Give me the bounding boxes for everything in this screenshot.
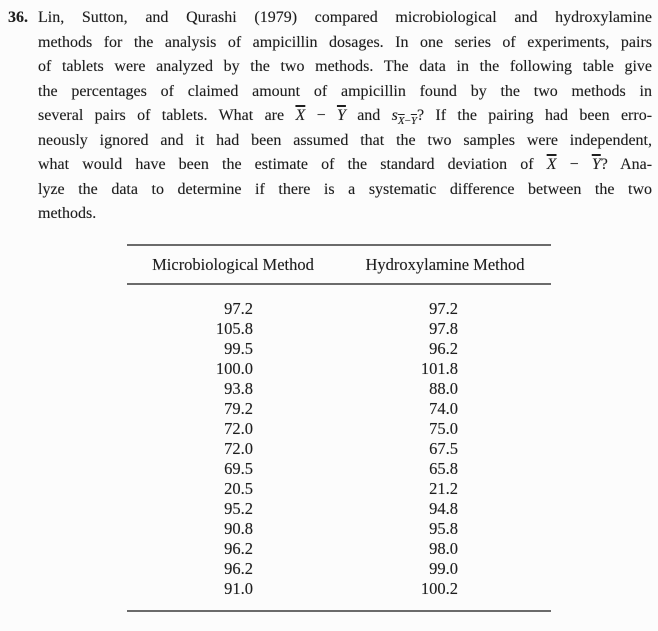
table-cell: 93.8	[224, 379, 253, 398]
table-cell: 21.2	[429, 479, 458, 498]
table-row: 69.5 65.8	[127, 459, 551, 479]
table-row: 91.0 100.2	[127, 579, 551, 611]
problem-text-line-8: lyze the data to determine if there is a…	[38, 180, 652, 198]
problem-text-segment: ? Ana-	[600, 156, 653, 173]
table-cell: 96.2	[224, 539, 253, 558]
problem-text-line-7: what would have been the estimate of the…	[38, 153, 652, 178]
problem-text-line-9: methods.	[38, 205, 97, 222]
table-cell: 100.2	[420, 579, 458, 598]
problem-paragraph: Lin, Sutton, and Qurashi (1979) compared…	[38, 6, 652, 227]
table-row: 105.8 97.8	[127, 319, 551, 339]
xbar-symbol: X	[397, 115, 405, 128]
table-header-row: Microbiological Method Hydroxylamine Met…	[127, 245, 551, 284]
table-cell: 105.8	[215, 319, 253, 338]
table-cell: 91.0	[224, 579, 253, 598]
table-cell: 96.2	[429, 339, 458, 358]
table-cell: 97.2	[429, 299, 458, 318]
table-cell: 72.0	[224, 439, 253, 458]
table-cell: 100.0	[215, 359, 253, 378]
ybar-symbol: Y	[336, 107, 346, 124]
table-cell: 20.5	[224, 479, 253, 498]
table-cell: 95.2	[224, 499, 253, 518]
problem-text-segment: ? If the pairing had been erro-	[416, 107, 653, 124]
problem-text-line-6: neously ignored and it had been assumed …	[38, 131, 652, 149]
table-row: 97.2 97.2	[127, 284, 551, 319]
table-row: 96.2 99.0	[127, 559, 551, 579]
table-row: 79.2 74.0	[127, 399, 551, 419]
table-cell: 101.8	[420, 359, 458, 378]
column-header-hydroxylamine: Hydroxylamine Method	[365, 254, 525, 274]
problem-text-line-4: the percentages of claimed amount of amp…	[38, 82, 652, 100]
table-row: 93.8 88.0	[127, 379, 551, 399]
table-row: 96.2 98.0	[127, 539, 551, 559]
s-subscript: X−Y	[398, 115, 417, 127]
xbar-symbol: X	[295, 107, 306, 124]
table-row: 99.5 96.2	[127, 339, 551, 359]
problem-text-line-2: methods for the analysis of ampicillin d…	[38, 33, 652, 51]
ybar-symbol: Y	[410, 115, 417, 128]
s-symbol: s	[391, 107, 398, 124]
problem-number: 36.	[8, 9, 28, 26]
table-row: 72.0 67.5	[127, 439, 551, 459]
minus-sign: −	[569, 156, 579, 173]
table-cell: 98.0	[429, 539, 458, 558]
table-row: 95.2 94.8	[127, 499, 551, 519]
problem-text-segment: several pairs of tablets. What are	[38, 107, 285, 124]
table-cell: 65.8	[429, 459, 458, 478]
table-cell: 90.8	[224, 519, 253, 538]
table-cell: 99.0	[429, 559, 458, 578]
problem-text-line-5: several pairs of tablets. What are X − Y…	[38, 104, 652, 129]
ybar-symbol: Y	[591, 156, 601, 173]
table-row: 20.5 21.2	[127, 479, 551, 499]
problem-text-segment: what would have been the estimate of the…	[38, 156, 534, 173]
table-cell: 88.0	[429, 379, 458, 398]
minus-sign: −	[316, 107, 326, 124]
table-cell: 95.8	[429, 519, 458, 538]
table-cell: 72.0	[224, 419, 253, 438]
problem-text-line-3: of tablets were analyzed by the two meth…	[38, 58, 652, 75]
table-cell: 69.5	[224, 459, 253, 478]
table-row: 72.0 75.0	[127, 419, 551, 439]
table-cell: 99.5	[224, 339, 253, 358]
problem-text-segment: and	[357, 107, 381, 124]
ampicillin-data-table: Microbiological Method Hydroxylamine Met…	[127, 244, 551, 612]
problem-text-line-1: Lin, Sutton, and Qurashi (1979) compared…	[38, 9, 652, 26]
table-row: 100.0 101.8	[127, 359, 551, 379]
minus-sign: −	[404, 115, 411, 128]
table-cell: 97.2	[224, 299, 253, 318]
table-row: 90.8 95.8	[127, 519, 551, 539]
table-cell: 74.0	[429, 399, 458, 418]
table-cell: 67.5	[429, 439, 458, 458]
table-cell: 97.8	[429, 319, 458, 338]
xbar-symbol: X	[546, 156, 557, 173]
table-cell: 79.2	[224, 399, 253, 418]
table-cell: 96.2	[224, 559, 253, 578]
table-cell: 94.8	[429, 499, 458, 518]
column-header-microbiological: Microbiological Method	[152, 254, 314, 274]
table-cell: 75.0	[429, 419, 458, 438]
